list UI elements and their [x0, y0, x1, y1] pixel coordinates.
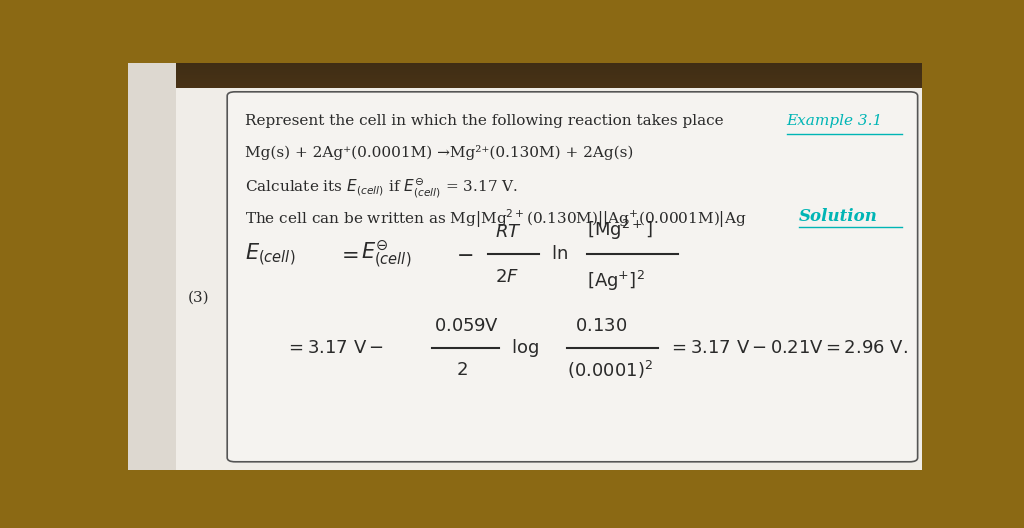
Text: $0.059\mathrm{V}$: $0.059\mathrm{V}$ [433, 317, 499, 335]
Text: Example 3.1: Example 3.1 [786, 114, 883, 128]
Text: $RT$: $RT$ [496, 223, 522, 241]
Text: $E_{(cell)}$: $E_{(cell)}$ [246, 241, 296, 268]
FancyBboxPatch shape [128, 88, 922, 470]
FancyBboxPatch shape [227, 92, 918, 462]
Text: Calculate its $E_{(cell)}$ if $E^{\ominus}_{(cell)}$ = 3.17 V.: Calculate its $E_{(cell)}$ if $E^{\ominu… [246, 176, 518, 199]
Text: Mg(s) + 2Ag⁺(0.0001M) →Mg²⁺(0.130M) + 2Ag(s): Mg(s) + 2Ag⁺(0.0001M) →Mg²⁺(0.130M) + 2A… [246, 145, 634, 159]
Text: $= 3.17\ \mathrm{V} -$: $= 3.17\ \mathrm{V} -$ [285, 339, 384, 357]
Text: $\mathrm{log}$: $\mathrm{log}$ [511, 337, 539, 359]
Text: $2F$: $2F$ [496, 268, 519, 286]
FancyBboxPatch shape [128, 63, 176, 470]
Text: $0.130$: $0.130$ [574, 317, 627, 335]
Text: Solution: Solution [799, 208, 878, 225]
Text: $[\mathrm{Ag}^{+}]^{2}$: $[\mathrm{Ag}^{+}]^{2}$ [587, 269, 645, 293]
Text: $=$: $=$ [337, 245, 358, 264]
Text: $= 3.17\ \mathrm{V} - 0.21\mathrm{V} = 2.96\ \mathrm{V.}$: $= 3.17\ \mathrm{V} - 0.21\mathrm{V} = 2… [669, 339, 908, 357]
Text: $2$: $2$ [456, 361, 468, 379]
Text: The cell can be written as Mg$|$Mg$^{2+}$(0.130M)$||$Ag$^{+}$(0.0001M)$|$Ag: The cell can be written as Mg$|$Mg$^{2+}… [246, 208, 746, 230]
Text: $(0.0001)^{2}$: $(0.0001)^{2}$ [567, 359, 653, 381]
Text: $-$: $-$ [456, 245, 473, 264]
Text: (3): (3) [187, 291, 209, 305]
Text: Represent the cell in which the following reaction takes place: Represent the cell in which the followin… [246, 114, 724, 128]
FancyBboxPatch shape [128, 112, 922, 470]
Text: $E^{\ominus}_{(cell)}$: $E^{\ominus}_{(cell)}$ [360, 239, 411, 270]
Text: $\mathrm{ln}$: $\mathrm{ln}$ [551, 246, 568, 263]
Text: $[\mathrm{Mg}^{2+}]$: $[\mathrm{Mg}^{2+}]$ [587, 218, 652, 242]
